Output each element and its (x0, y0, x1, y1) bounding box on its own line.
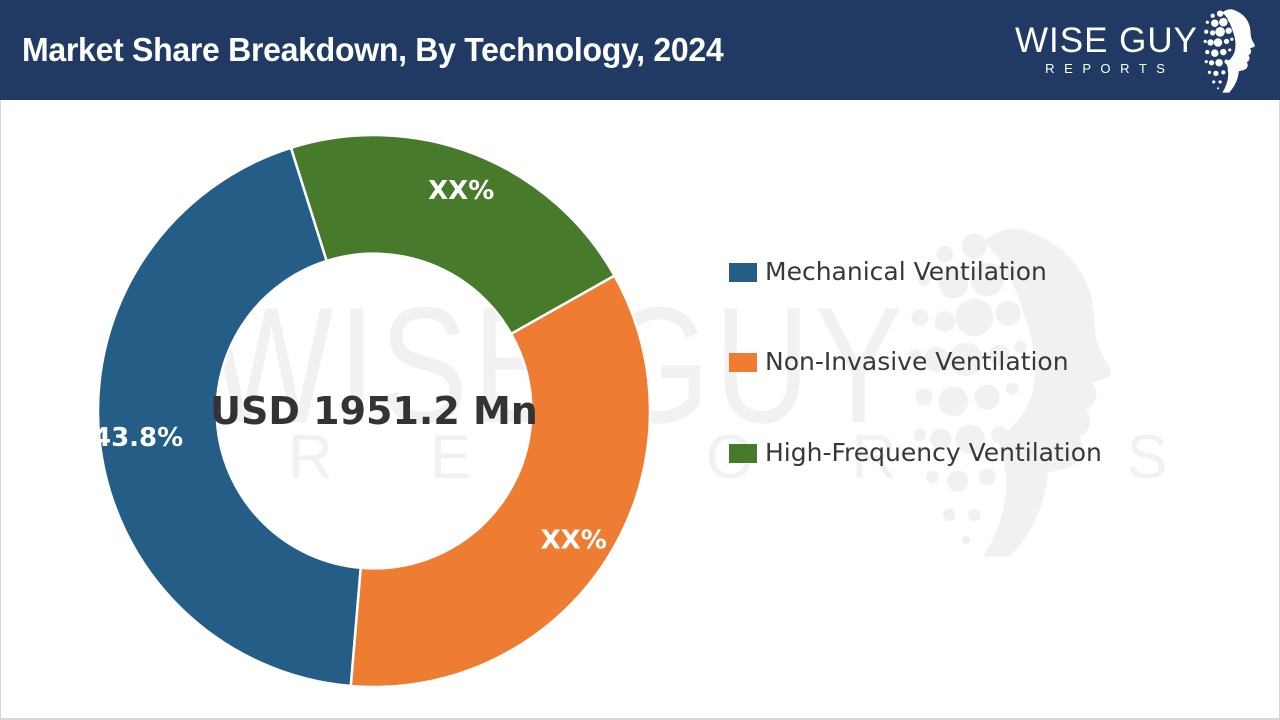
pie-slice-1 (349, 273, 652, 689)
legend-swatch-orange (729, 352, 757, 372)
donut-center-value: USD 1951.2 Mn (210, 389, 538, 433)
slice-percentage-label-0: 43.8% (93, 423, 183, 453)
page-title: Market Share Breakdown, By Technology, 2… (22, 31, 724, 68)
legend-item-high-frequency-ventilation: High-Frequency Ventilation (729, 439, 1102, 467)
header-bar: Market Share Breakdown, By Technology, 2… (0, 0, 1280, 100)
legend-swatch-blue (729, 262, 757, 282)
pie-slice-0 (96, 146, 363, 688)
legend-item-mechanical-ventilation: Mechanical Ventilation (729, 258, 1047, 286)
slice-percentage-label-1: XX% (541, 525, 607, 555)
logo-subtext: R E P O R T S (1045, 61, 1168, 76)
legend-label: High-Frequency Ventilation (765, 438, 1102, 467)
donut-slices: 43.8% XX% XX% (93, 133, 652, 689)
wise-guy-reports-logo: WISE GUY R E P O R T S (1015, 8, 1266, 96)
legend-label: Mechanical Ventilation (765, 257, 1047, 286)
legend-swatch-green (729, 443, 757, 463)
legend-item-non-invasive-ventilation: Non-Invasive Ventilation (729, 348, 1069, 376)
logo-head-icon (1202, 8, 1266, 94)
legend-label: Non-Invasive Ventilation (765, 347, 1069, 376)
logo-text: WISE GUY R E P O R T S (1014, 21, 1198, 76)
chart-area: WISE GUY R E P O R T S 43.8%XX%XX% USD 1… (0, 100, 1280, 720)
pie-slice-2 (289, 133, 617, 336)
donut-chart: 43.8% XX% XX% USD 1951.2 Mn (93, 133, 652, 689)
logo-wordmark: WISE GUY (1014, 21, 1198, 60)
slice-percentage-label-2: XX% (428, 176, 494, 206)
